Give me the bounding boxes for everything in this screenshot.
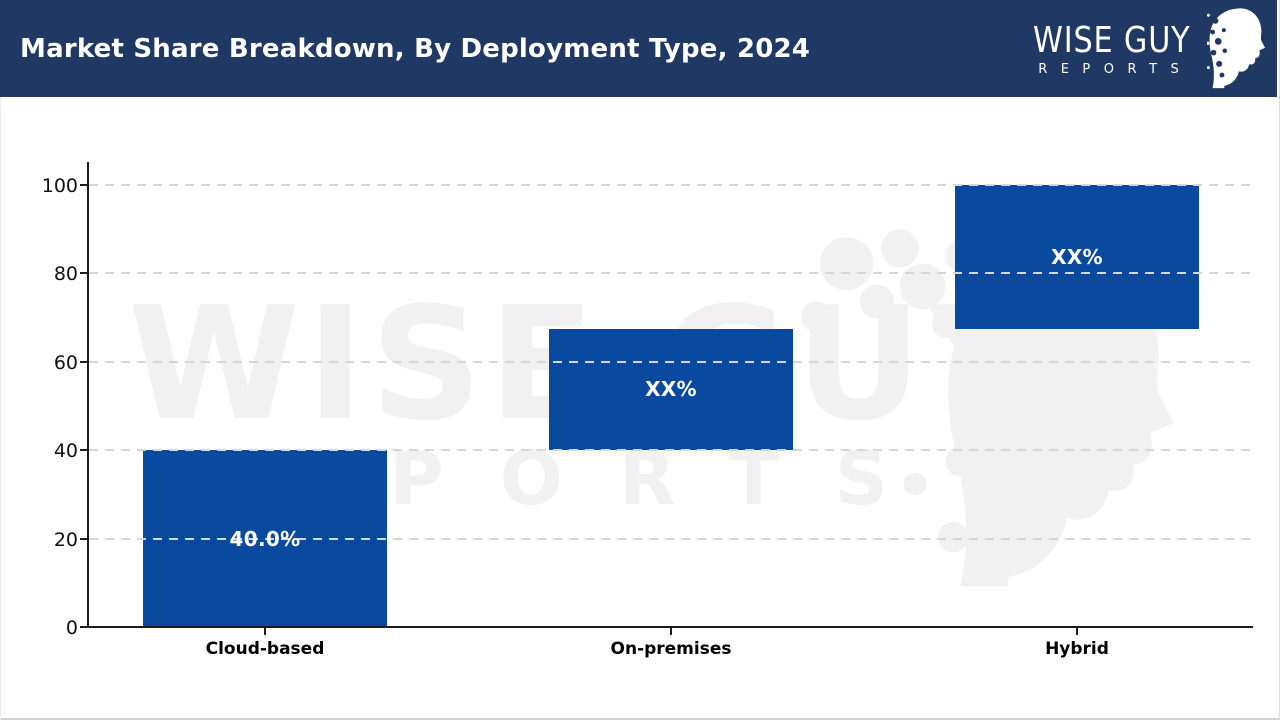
bar-on-premises: [549, 328, 793, 451]
gridline-y-20: [89, 537, 1253, 540]
y-tick-mark-0: [80, 626, 87, 628]
gridline-y-40: [89, 449, 1253, 452]
wise-guy-reports-logo: WISE GUY REPORTS: [1018, 5, 1265, 93]
gridline-y-80: [89, 272, 1253, 275]
y-tick-mark-60: [80, 360, 87, 363]
gridline-y-60: [89, 360, 1253, 363]
y-tick-label-20: 20: [53, 528, 78, 551]
logo-subtitle: REPORTS: [1038, 61, 1193, 77]
gridline-y-100: [89, 184, 1253, 186]
bar-hybrid: [955, 185, 1199, 329]
x-axis-line: [87, 626, 1253, 628]
y-tick-label-0: 0: [65, 617, 78, 639]
chart-title: Market Share Breakdown, By Deployment Ty…: [20, 33, 811, 64]
logo-text: WISE GUY REPORTS: [1018, 22, 1206, 76]
y-tick-label-60: 60: [53, 351, 78, 374]
y-axis-line: [87, 162, 89, 628]
bar-value-label-cloud-based: 40.0%: [229, 526, 301, 551]
header-band: Market Share Breakdown, By Deployment Ty…: [0, 0, 1277, 97]
y-tick-mark-40: [80, 449, 87, 452]
x-tick-mark-on-premises: [670, 628, 672, 635]
logo-head-profile-icon: [1206, 5, 1265, 93]
x-category-label-hybrid: Hybrid: [1045, 639, 1109, 659]
bar-value-label-hybrid: XX%: [1051, 244, 1103, 269]
y-tick-mark-20: [80, 537, 87, 540]
x-tick-mark-cloud-based: [264, 628, 266, 635]
x-category-label-cloud-based: Cloud-based: [205, 639, 325, 659]
x-category-label-on-premises: On-premises: [610, 639, 732, 659]
logo-wordmark: WISE GUY: [1032, 20, 1190, 62]
y-tick-mark-100: [80, 184, 87, 186]
bar-value-label-on-premises: XX%: [645, 377, 697, 402]
watermark-head-profile-icon: [762, 218, 1182, 601]
x-tick-mark-hybrid: [1076, 628, 1078, 635]
y-tick-label-80: 80: [53, 263, 78, 286]
y-tick-label-40: 40: [53, 440, 78, 463]
y-tick-mark-80: [80, 272, 87, 275]
y-tick-label-100: 100: [41, 175, 78, 197]
